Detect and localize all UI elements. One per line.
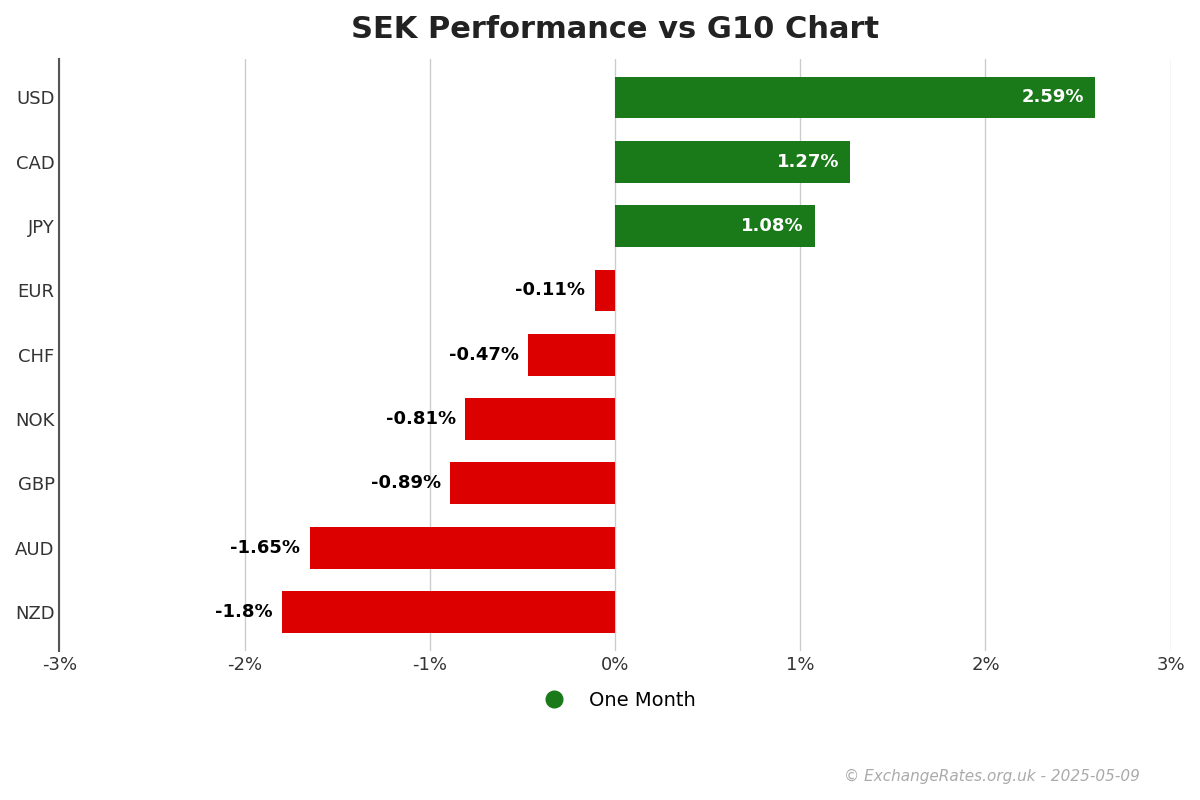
Bar	[616, 77, 1094, 118]
Text: -0.11%: -0.11%	[516, 282, 586, 299]
Bar	[466, 398, 616, 440]
Bar	[595, 270, 616, 311]
Bar	[450, 462, 616, 504]
Title: SEK Performance vs G10 Chart: SEK Performance vs G10 Chart	[352, 15, 880, 44]
Text: © ExchangeRates.org.uk - 2025-05-09: © ExchangeRates.org.uk - 2025-05-09	[844, 769, 1140, 784]
Legend: One Month: One Month	[527, 683, 703, 718]
Text: -0.81%: -0.81%	[385, 410, 456, 428]
Text: -1.65%: -1.65%	[230, 538, 300, 557]
Text: 1.08%: 1.08%	[742, 217, 804, 235]
Bar	[616, 205, 815, 247]
Bar	[310, 527, 616, 569]
Text: -0.89%: -0.89%	[371, 474, 440, 492]
Text: 1.27%: 1.27%	[776, 153, 839, 170]
Text: -1.8%: -1.8%	[215, 603, 272, 621]
Text: -0.47%: -0.47%	[449, 346, 518, 364]
Text: 2.59%: 2.59%	[1021, 89, 1084, 106]
Bar	[616, 141, 851, 182]
Bar	[282, 591, 616, 633]
Bar	[528, 334, 616, 376]
